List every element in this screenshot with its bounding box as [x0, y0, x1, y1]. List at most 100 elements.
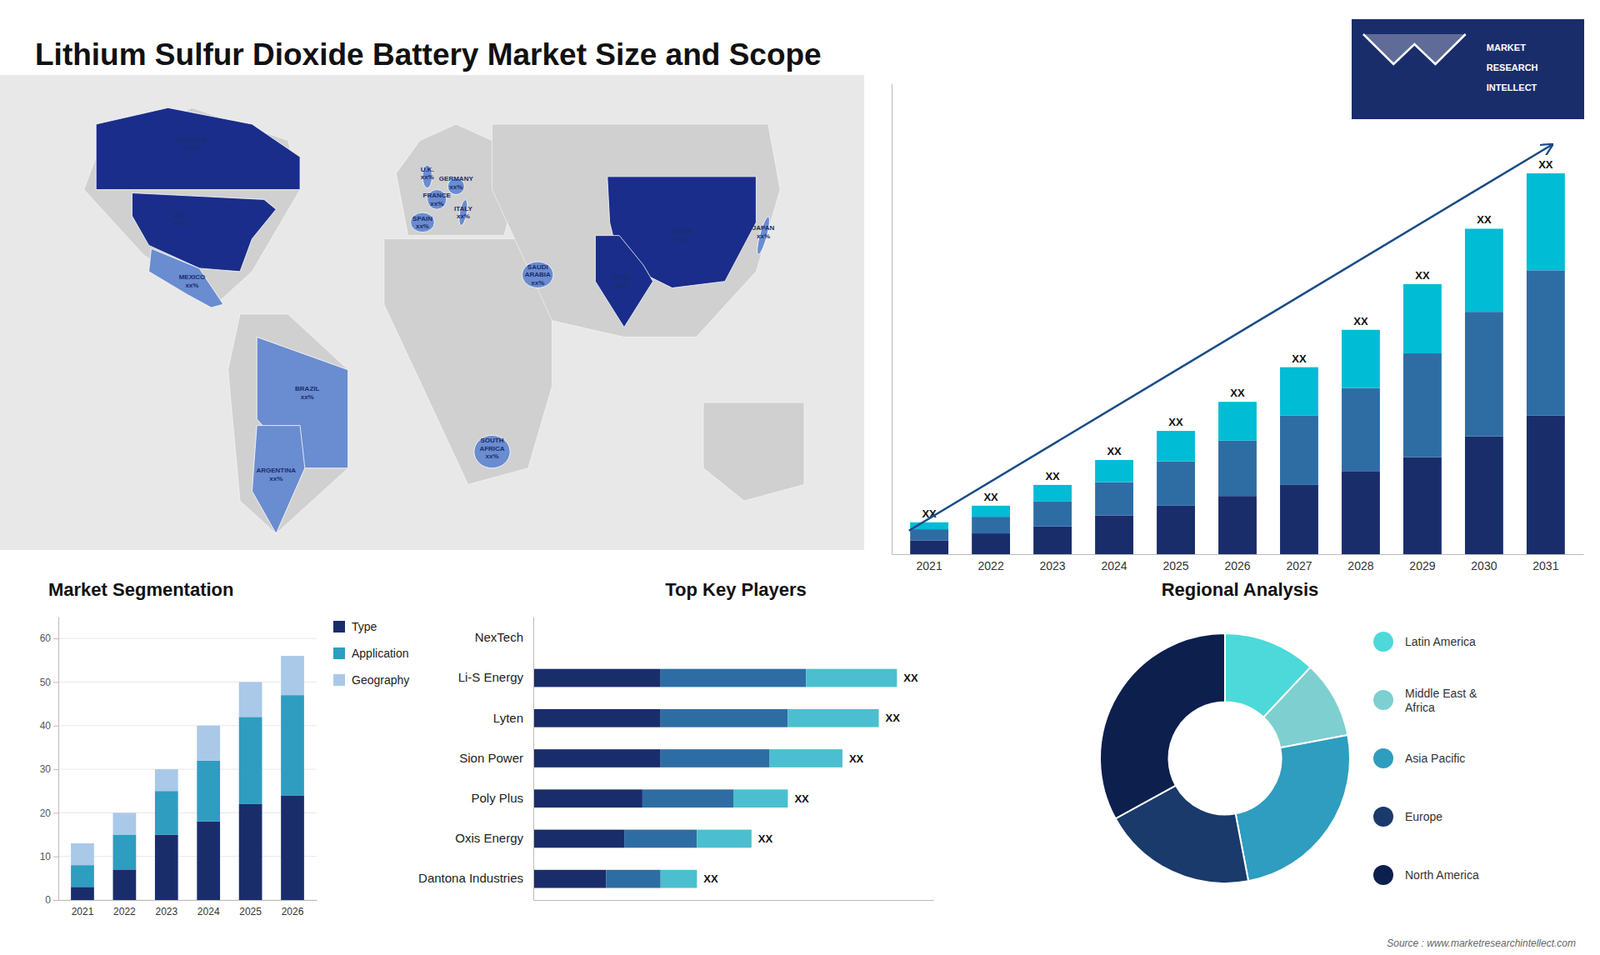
bar-segment — [280, 655, 305, 695]
bar-chart: 2021202220232024202520260102030405060Typ… — [40, 617, 410, 918]
page: Lithium Sulfur Dioxide Battery Market Si… — [0, 0, 1600, 955]
x-axis-line — [534, 900, 935, 901]
x-tick-label: 2026 — [1224, 559, 1250, 573]
bar-segment — [1280, 367, 1319, 416]
slice — [1100, 633, 1225, 819]
bar-total-label: XX — [1230, 386, 1245, 400]
legend: Latin AmericaMiddle East &AfricaAsia Pac… — [1373, 631, 1480, 885]
x-tick: 2022 — [113, 900, 136, 918]
x-tick: 2030 — [1470, 554, 1497, 573]
bar-segment — [533, 830, 625, 849]
country-label-line: JAPAN — [752, 224, 775, 232]
bar-segment — [1403, 353, 1442, 458]
y-tick-label: NexTech — [475, 630, 524, 645]
y-tick: Poly Plus — [470, 790, 534, 805]
x-axis-line — [892, 554, 1585, 555]
continent — [228, 314, 349, 534]
legend-label-line: Latin America — [1405, 635, 1476, 649]
bar-segment — [1280, 415, 1319, 485]
bar-total-label: XX — [1168, 415, 1184, 429]
chart-title: Market Segmentation — [48, 579, 235, 600]
x-tick-label: 2021 — [71, 905, 95, 918]
legend-swatch — [1373, 748, 1394, 769]
country-label-line: SAUDI — [527, 263, 549, 271]
bar-segment — [155, 790, 179, 835]
bar-segment — [196, 760, 220, 822]
country-label: ITALY — [454, 205, 473, 213]
country-label: U.K. — [420, 165, 435, 174]
logo-shape-fill — [1363, 34, 1466, 65]
country-share-label: xx% — [415, 222, 430, 230]
bar-segment — [910, 529, 949, 540]
bar-segment — [642, 789, 734, 808]
x-tick-label: 2022 — [113, 905, 136, 918]
country-label: BRAZIL — [295, 385, 320, 393]
y-axis: 0102030405060 — [40, 617, 60, 907]
grid-line — [58, 638, 317, 640]
country-label-line: ARGENTINA — [255, 466, 296, 475]
y-tick-label: Sion Power — [459, 750, 524, 765]
y-tick-label: 30 — [40, 763, 52, 775]
bars — [910, 173, 1565, 555]
legend-label-line: Europe — [1405, 810, 1443, 824]
y-tick-label: 10 — [40, 850, 52, 863]
map: CANADAxx%U.S.xx%MEXICOxx%BRAZILxx%ARGENT… — [0, 75, 865, 550]
legend-label: North America — [1405, 868, 1480, 882]
bar-chart: 2021202220232024202520262027202820292030… — [892, 84, 1585, 573]
y-tick-mark — [53, 856, 59, 858]
bar-segment — [239, 681, 263, 717]
bar-segment — [971, 516, 1010, 534]
bar-segment — [196, 725, 220, 761]
country-label: FRANCE — [423, 191, 452, 200]
bar-segment — [1095, 482, 1134, 516]
bar-segment — [1403, 284, 1442, 354]
country-label-line: MEXICO — [179, 273, 206, 281]
legend-label: Application — [351, 646, 410, 660]
legend-label-line: North America — [1405, 868, 1480, 882]
x-tick-label: 2030 — [1470, 559, 1497, 573]
y-tick: 10 — [40, 850, 59, 863]
bar-segment — [1156, 430, 1195, 462]
bar-total-label: XX — [885, 711, 901, 725]
bar-total-label: XX — [849, 752, 865, 765]
legend-label: Europe — [1405, 810, 1443, 824]
country — [149, 248, 224, 308]
y-tick-label: 40 — [40, 720, 52, 732]
country — [410, 212, 435, 233]
bar-total-label: XX — [983, 490, 999, 504]
country-share-label: xx% — [300, 393, 315, 401]
y-tick-label: Poly Plus — [470, 790, 524, 805]
country-label: U.S. — [173, 211, 187, 220]
bar-total-label: XX — [703, 872, 719, 885]
bar-segment — [280, 695, 305, 795]
bar-segment — [1095, 460, 1134, 483]
bar-segment — [155, 835, 179, 900]
bar-segment — [733, 789, 788, 808]
country-label: SOUTHAFRICA — [479, 436, 505, 453]
country-label-line: CANADA — [177, 135, 207, 144]
country-label-line: U.S. — [173, 211, 187, 220]
chart-title: Top Key Players — [665, 579, 807, 600]
x-tick-label: 2024 — [1100, 559, 1127, 573]
country — [595, 235, 653, 328]
legend-label: Latin America — [1405, 635, 1476, 649]
country-label: SPAIN — [412, 215, 433, 223]
bar-segment — [1033, 485, 1072, 502]
y-tick-mark — [53, 681, 59, 683]
grid-line — [58, 812, 317, 814]
y-axis-line — [891, 84, 893, 555]
bar-segment — [1218, 440, 1257, 496]
bar-segment — [280, 795, 305, 900]
country-label: ARGENTINA — [255, 466, 296, 475]
bar-segment — [605, 870, 660, 889]
bar-total-label: XX — [1476, 213, 1492, 226]
x-tick: 2025 — [1162, 554, 1189, 573]
grid-line — [58, 900, 317, 901]
country-label-line: GERMANY — [439, 175, 475, 183]
bar-segment — [1465, 228, 1504, 312]
y-tick-mark — [53, 900, 59, 901]
logo-text: MARKET — [1486, 42, 1526, 53]
country — [95, 107, 300, 190]
country-label-line: FRANCE — [423, 191, 452, 200]
bar-segment — [805, 669, 897, 688]
